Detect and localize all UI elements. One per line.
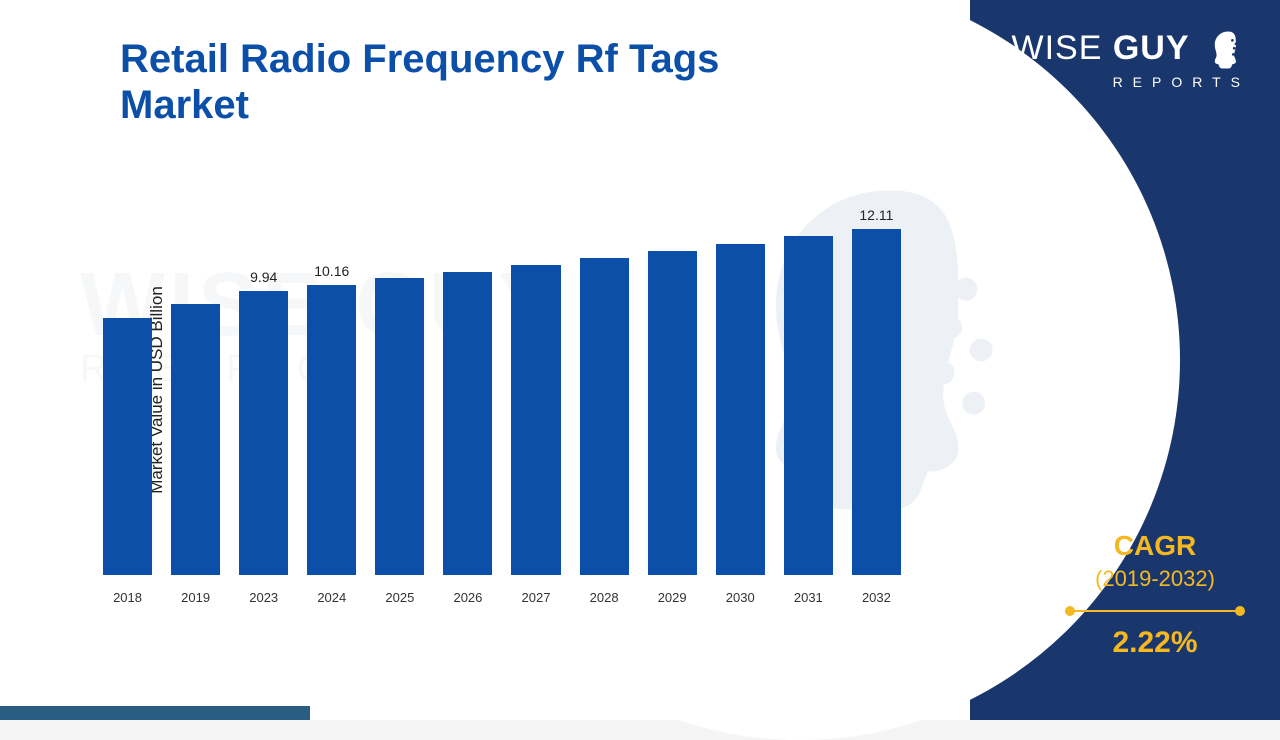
bar	[648, 251, 697, 575]
bar	[103, 318, 152, 575]
bar	[239, 291, 288, 575]
x-tick-label: 2028	[580, 590, 629, 605]
bar-2026	[443, 175, 492, 575]
x-tick-label: 2026	[443, 590, 492, 605]
bar-2031	[784, 175, 833, 575]
x-tick-label: 2023	[239, 590, 288, 605]
bar-2024: 10.16	[307, 175, 356, 575]
bars-container: 9.94 10.16 12.11	[99, 175, 905, 575]
head-icon	[1206, 28, 1250, 72]
cagr-range: (2019-2032)	[1070, 566, 1240, 592]
cagr-divider	[1070, 610, 1240, 612]
bar-2029	[648, 175, 697, 575]
bar	[784, 236, 833, 575]
bar	[580, 258, 629, 575]
infographic-canvas: WISE GUYR E P O R T S WISE GUY REPORTS R…	[0, 0, 1280, 720]
x-tick-label: 2018	[103, 590, 152, 605]
x-tick-label: 2019	[171, 590, 220, 605]
x-tick-label: 2031	[784, 590, 833, 605]
bar-chart: Market Value in USD Billion 9.9410.1612.…	[75, 175, 905, 605]
bar	[443, 272, 492, 575]
bar	[307, 285, 356, 575]
bar	[511, 265, 560, 575]
logo-word-1: WISE	[1012, 29, 1103, 67]
bottom-accent-bar	[0, 706, 310, 720]
bar-2027	[511, 175, 560, 575]
plot-area: 9.94 10.16 12.11	[99, 175, 905, 575]
brand-logo: WISE GUY REPORTS	[1012, 28, 1251, 90]
x-tick-label: 2024	[307, 590, 356, 605]
bar	[852, 229, 901, 575]
x-axis-labels: 2018 2019 2023 2024 2025 2026 2027 2028 2029 2030…	[99, 590, 905, 605]
value-label: 12.11	[859, 207, 893, 223]
value-label: 9.94	[250, 269, 277, 285]
bar-2018	[103, 175, 152, 575]
x-tick-label: 2025	[375, 590, 424, 605]
chart-title: Retail Radio Frequency Rf Tags Market	[120, 36, 840, 128]
logo-word-2: GUY	[1113, 29, 1190, 67]
bar	[716, 244, 765, 575]
x-tick-label: 2029	[648, 590, 697, 605]
bar	[171, 304, 220, 575]
x-tick-label: 2027	[511, 590, 560, 605]
x-tick-label: 2030	[716, 590, 765, 605]
cagr-label: CAGR	[1070, 530, 1240, 562]
bar-2028	[580, 175, 629, 575]
bar-2025	[375, 175, 424, 575]
bar-2030	[716, 175, 765, 575]
cagr-box: CAGR (2019-2032) 2.22%	[1070, 530, 1240, 660]
bar-2032: 12.11	[852, 175, 901, 575]
value-label: 10.16	[314, 263, 349, 279]
bar-2023: 9.94	[239, 175, 288, 575]
bar-2019	[171, 175, 220, 575]
bar	[375, 278, 424, 575]
logo-subtitle: REPORTS	[1012, 74, 1251, 90]
x-tick-label: 2032	[852, 590, 901, 605]
cagr-value: 2.22%	[1070, 626, 1240, 660]
